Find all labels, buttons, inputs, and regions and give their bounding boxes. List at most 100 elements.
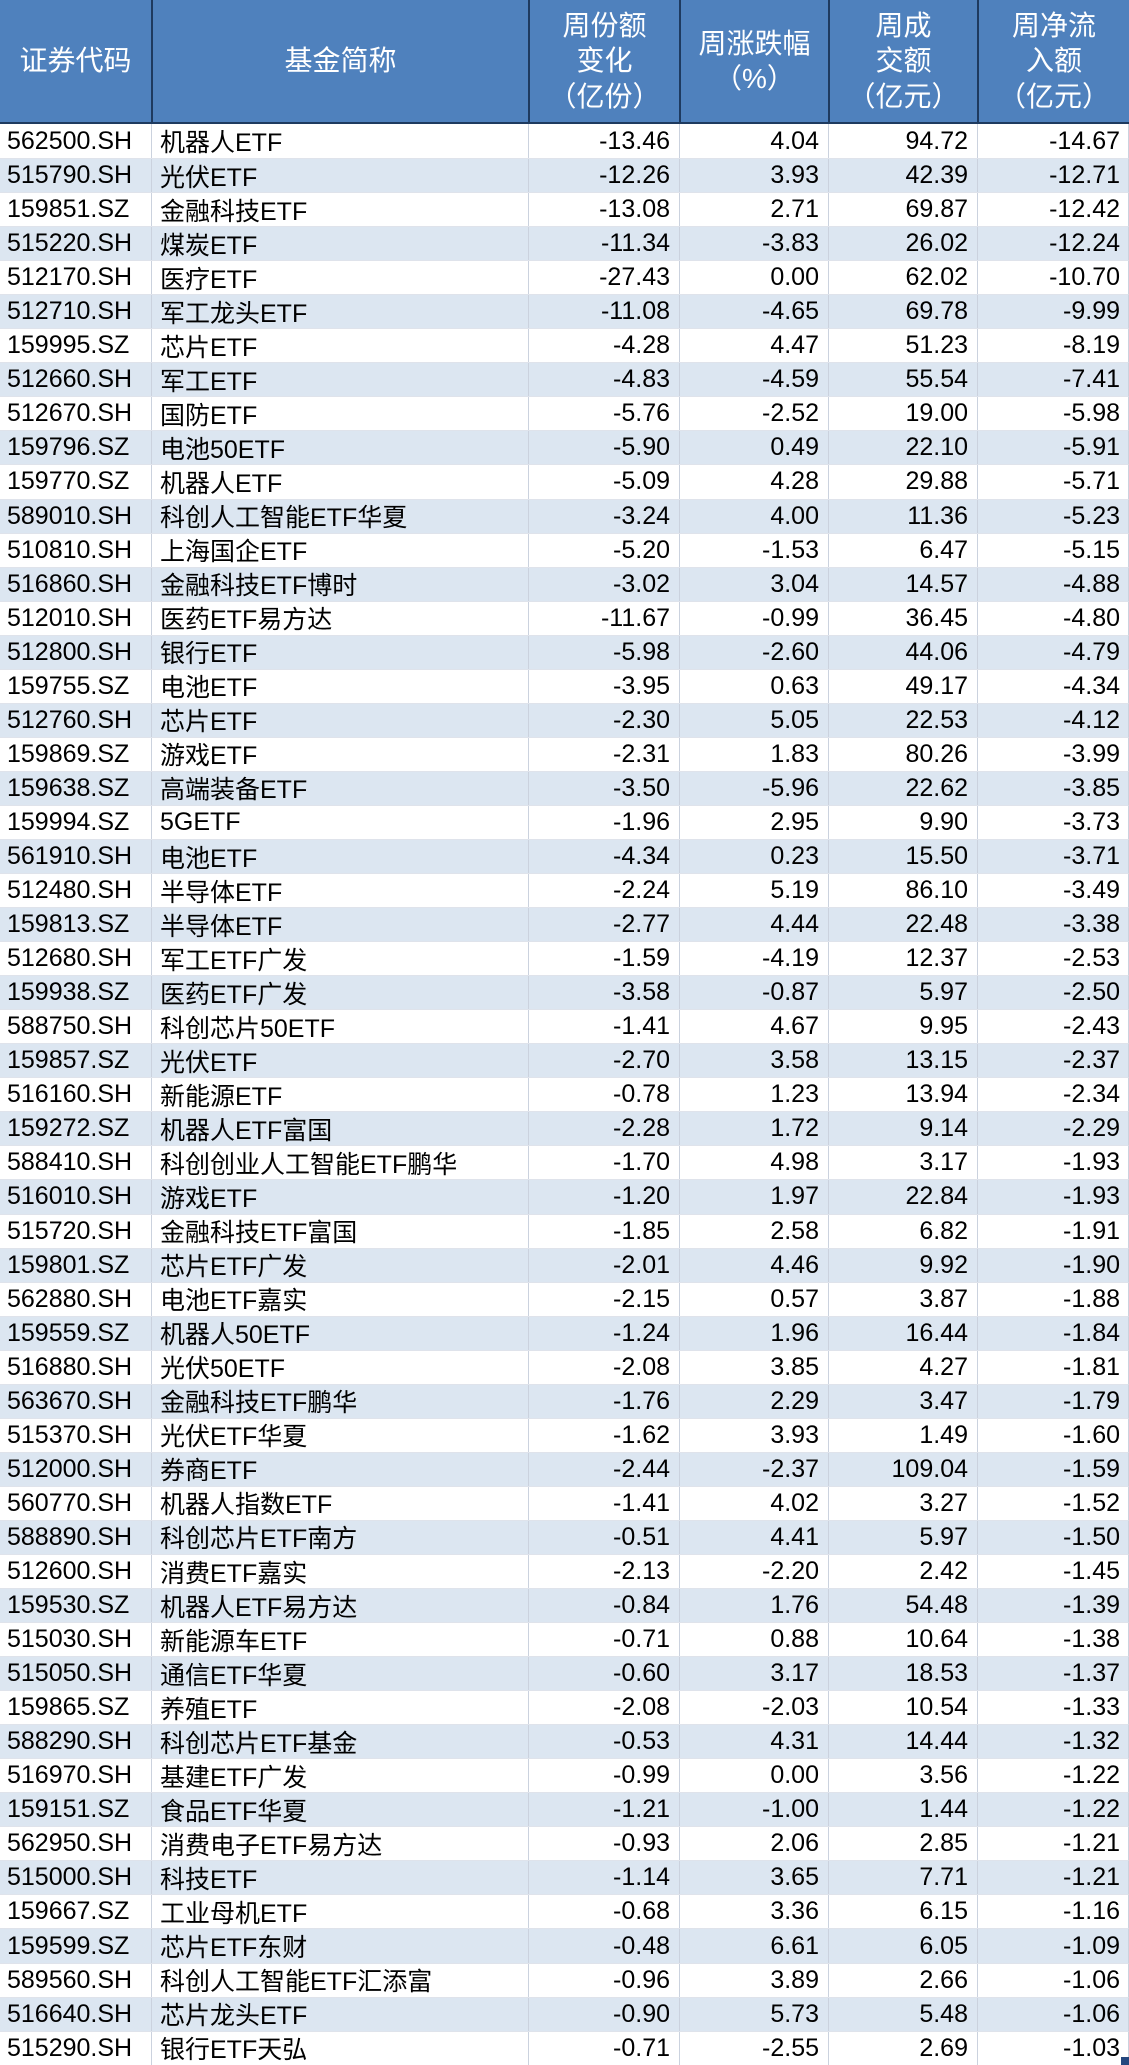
net-inflow-cell[interactable]: -1.37 — [977, 1657, 1129, 1691]
name-cell[interactable]: 高端装备ETF — [151, 771, 528, 805]
turnover-cell[interactable]: 22.48 — [828, 908, 977, 942]
net-inflow-cell[interactable]: -1.93 — [977, 1180, 1129, 1214]
code-cell[interactable]: 515720.SH — [7, 1216, 133, 1245]
share-change-cell[interactable]: -2.01 — [528, 1248, 679, 1282]
turnover-cell[interactable]: 6.82 — [828, 1214, 977, 1248]
net-inflow-cell[interactable]: -1.22 — [977, 1759, 1129, 1793]
net-inflow-cell[interactable]: -1.91 — [977, 1214, 1129, 1248]
pct-change-cell[interactable]: 2.58 — [679, 1214, 828, 1248]
share-change-cell[interactable]: -5.09 — [528, 465, 679, 499]
pct-change-cell[interactable]: 1.96 — [679, 1316, 828, 1350]
turnover-cell[interactable]: 51.23 — [828, 329, 977, 363]
name-cell[interactable]: 芯片龙头ETF — [151, 1997, 528, 2031]
net-inflow-cell[interactable]: -2.37 — [977, 1044, 1129, 1078]
turnover-cell[interactable]: 1.44 — [828, 1793, 977, 1827]
code-cell[interactable]: 159995.SZ — [7, 331, 130, 360]
pct-change-cell[interactable]: 3.17 — [679, 1657, 828, 1691]
name-cell[interactable]: 光伏ETF华夏 — [151, 1418, 528, 1452]
net-inflow-cell[interactable]: -3.49 — [977, 874, 1129, 908]
net-inflow-cell[interactable]: -1.22 — [977, 1793, 1129, 1827]
share-change-cell[interactable]: -2.08 — [528, 1691, 679, 1725]
pct-change-cell[interactable]: 2.29 — [679, 1384, 828, 1418]
turnover-cell[interactable]: 22.84 — [828, 1180, 977, 1214]
pct-change-cell[interactable]: 4.00 — [679, 499, 828, 533]
column-header-code[interactable]: 证券代码 — [19, 45, 132, 77]
turnover-cell[interactable]: 3.56 — [828, 1759, 977, 1793]
pct-change-cell[interactable]: 0.00 — [679, 1759, 828, 1793]
code-cell[interactable]: 515030.SH — [7, 1625, 133, 1654]
pct-change-cell[interactable]: 2.95 — [679, 805, 828, 839]
share-change-cell[interactable]: -13.46 — [528, 124, 679, 159]
share-change-cell[interactable]: -1.59 — [528, 942, 679, 976]
name-cell[interactable]: 医药ETF广发 — [151, 976, 528, 1010]
pct-change-cell[interactable]: 4.44 — [679, 908, 828, 942]
code-cell[interactable]: 512170.SH — [7, 263, 133, 292]
name-cell[interactable]: 机器人ETF — [151, 124, 528, 159]
pct-change-cell[interactable]: -2.60 — [679, 635, 828, 669]
name-cell[interactable]: 消费电子ETF易方达 — [151, 1827, 528, 1861]
net-inflow-cell[interactable]: -5.91 — [977, 431, 1129, 465]
net-inflow-cell[interactable]: -3.73 — [977, 805, 1129, 839]
code-cell[interactable]: 159938.SZ — [7, 978, 130, 1007]
name-cell[interactable]: 煤炭ETF — [151, 227, 528, 261]
name-cell[interactable]: 券商ETF — [151, 1452, 528, 1486]
name-cell[interactable]: 上海国企ETF — [151, 533, 528, 567]
code-cell[interactable]: 159530.SZ — [7, 1591, 130, 1620]
code-cell[interactable]: 561910.SH — [7, 842, 133, 870]
share-change-cell[interactable]: -0.90 — [528, 1997, 679, 2031]
net-inflow-cell[interactable]: -1.50 — [977, 1520, 1129, 1554]
pct-change-cell[interactable]: 4.04 — [679, 124, 828, 159]
pct-change-cell[interactable]: -2.55 — [679, 2031, 828, 2065]
turnover-cell[interactable]: 7.71 — [828, 1861, 977, 1895]
pct-change-cell[interactable]: 4.28 — [679, 465, 828, 499]
net-inflow-cell[interactable]: -1.09 — [977, 1929, 1129, 1963]
turnover-cell[interactable]: 2.66 — [828, 1963, 977, 1997]
net-inflow-cell[interactable]: -1.32 — [977, 1725, 1129, 1759]
pct-change-cell[interactable]: 4.46 — [679, 1248, 828, 1282]
name-cell[interactable]: 光伏ETF — [151, 1044, 528, 1078]
code-cell[interactable]: 516860.SH — [7, 569, 133, 598]
share-change-cell[interactable]: -0.71 — [528, 2031, 679, 2065]
share-change-cell[interactable]: -13.08 — [528, 193, 679, 227]
code-cell[interactable]: 588890.SH — [7, 1522, 133, 1551]
net-inflow-cell[interactable]: -1.90 — [977, 1248, 1129, 1282]
share-change-cell[interactable]: -2.24 — [528, 874, 679, 908]
net-inflow-cell[interactable]: -1.60 — [977, 1418, 1129, 1452]
turnover-cell[interactable]: 80.26 — [828, 737, 977, 771]
net-inflow-cell[interactable]: -5.23 — [977, 499, 1129, 533]
code-cell[interactable]: 159994.SZ — [7, 807, 130, 836]
code-cell[interactable]: 512670.SH — [7, 399, 133, 428]
share-change-cell[interactable]: -0.96 — [528, 1963, 679, 1997]
share-change-cell[interactable]: -0.53 — [528, 1725, 679, 1759]
column-header-name[interactable]: 基金简称 — [151, 0, 528, 122]
net-inflow-cell[interactable]: -3.99 — [977, 737, 1129, 771]
code-cell[interactable]: 159857.SZ — [7, 1046, 130, 1075]
turnover-cell[interactable]: 55.54 — [828, 363, 977, 397]
name-cell[interactable]: 军工ETF广发 — [151, 942, 528, 976]
net-inflow-cell[interactable]: -4.79 — [977, 635, 1129, 669]
pct-change-cell[interactable]: 0.57 — [679, 1282, 828, 1316]
name-cell[interactable]: 通信ETF华夏 — [151, 1657, 528, 1691]
code-cell[interactable]: 512480.SH — [7, 876, 133, 905]
net-inflow-cell[interactable]: -1.39 — [977, 1589, 1129, 1623]
code-cell[interactable]: 159599.SZ — [7, 1931, 130, 1960]
share-change-cell[interactable]: -3.50 — [528, 771, 679, 805]
name-cell[interactable]: 光伏50ETF — [151, 1350, 528, 1384]
code-cell[interactable]: 512000.SH — [7, 1454, 133, 1483]
net-inflow-cell[interactable]: -1.81 — [977, 1350, 1129, 1384]
turnover-cell[interactable]: 36.45 — [828, 601, 977, 635]
pct-change-cell[interactable]: 3.85 — [679, 1350, 828, 1384]
name-cell[interactable]: 科创人工智能ETF汇添富 — [151, 1963, 528, 1997]
net-inflow-cell[interactable]: -1.06 — [977, 1963, 1129, 1997]
pct-change-cell[interactable]: -0.99 — [679, 601, 828, 635]
column-header-share-change[interactable]: 周份额 变化 （亿份） — [528, 0, 679, 122]
turnover-cell[interactable]: 22.53 — [828, 703, 977, 737]
name-cell[interactable]: 基建ETF广发 — [151, 1759, 528, 1793]
net-inflow-cell[interactable]: -4.34 — [977, 669, 1129, 703]
name-cell[interactable]: 芯片ETF — [151, 329, 528, 363]
share-change-cell[interactable]: -0.60 — [528, 1657, 679, 1691]
net-inflow-cell[interactable]: -3.85 — [977, 771, 1129, 805]
net-inflow-cell[interactable]: -1.84 — [977, 1316, 1129, 1350]
name-cell[interactable]: 消费ETF嘉实 — [151, 1554, 528, 1589]
pct-change-cell[interactable]: 0.63 — [679, 669, 828, 703]
